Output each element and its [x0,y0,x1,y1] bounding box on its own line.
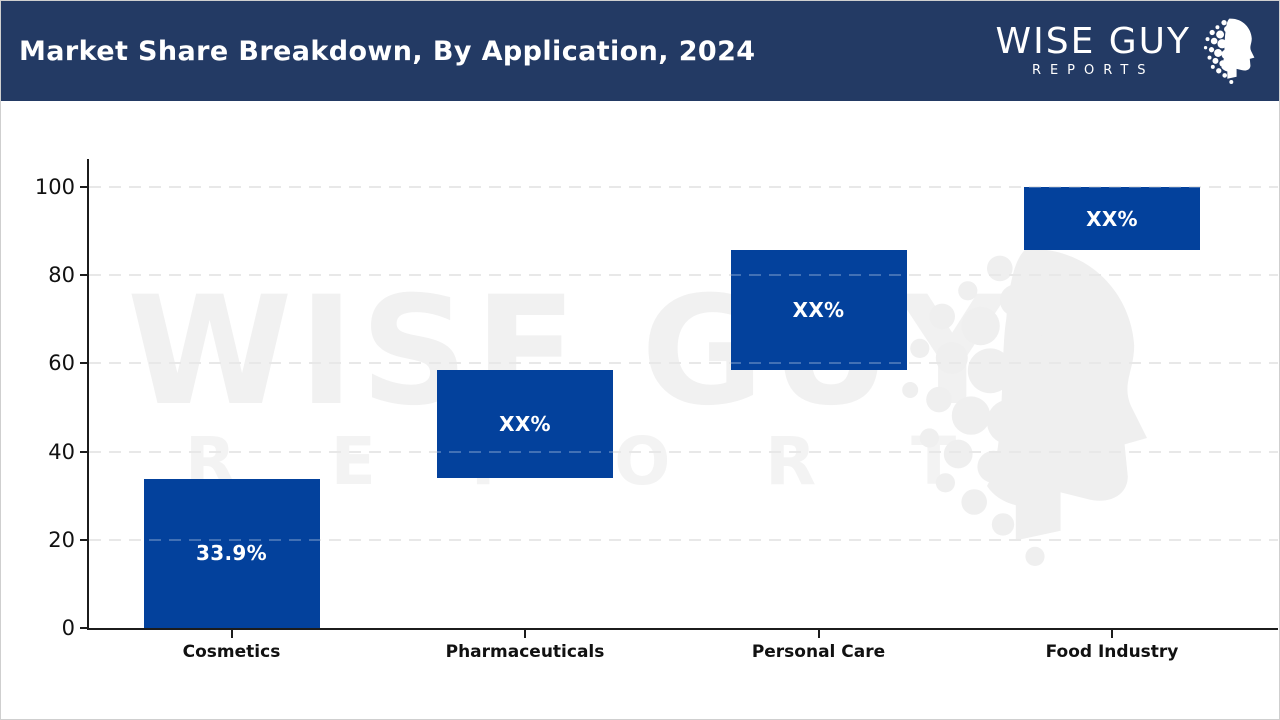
gridline-overlay-100 [89,186,1278,188]
gridline-overlay-60 [89,362,1278,365]
y-tick-mark [80,186,88,188]
gridline-overlay-80 [89,274,1278,277]
y-tick-mark [80,627,88,629]
x-axis-line [87,628,1278,630]
x-tick-mark [817,630,820,638]
x-tick-mark [1111,630,1113,638]
bar-value-label: 33.9% [196,541,267,566]
gridline-80 [89,274,1278,277]
bar-value-label: XX% [1086,206,1138,231]
wiseguy-logo: WISE GUY REPORTS [996,14,1262,88]
bar-pharmaceuticals: XX% [437,370,613,479]
category-label-personal-care: Personal Care [751,642,886,662]
logo-head-icon [1203,18,1255,84]
x-tick-mark [230,630,233,638]
gridline-20 [89,538,1278,541]
y-tick-label: 80 [48,263,75,288]
y-tick-mark [80,274,88,277]
y-tick-mark [80,450,88,453]
gridline-60 [89,362,1278,365]
y-tick-mark [80,362,88,365]
logo-wordmark: WISE GUY [995,21,1191,62]
gridline-100 [89,186,1278,188]
bar-value-label: XX% [499,412,551,437]
gridline-overlay-40 [89,450,1278,453]
gridline-40 [89,450,1278,453]
category-label-cosmetics: Cosmetics [182,642,281,662]
logo-text: WISE GUY REPORTS [995,21,1192,79]
chart-canvas: WISE GUY R E P O R T S 0 20 40 60 80 100 33.9%… [1,101,1279,719]
y-axis-line [87,159,89,630]
y-tick-label: 100 [34,175,75,199]
bar-value-label: XX% [792,298,845,323]
header-bar: Market Share Breakdown, By Application, … [1,1,1279,101]
page-title: Market Share Breakdown, By Application, … [19,35,756,67]
category-label-pharmaceuticals: Pharmaceuticals [445,642,605,662]
y-tick-mark [80,538,88,541]
category-label-food-industry: Food Industry [1045,642,1179,662]
gridline-overlay-20 [89,538,1278,541]
y-tick-label: 40 [48,439,75,464]
y-tick-label: 20 [48,527,75,552]
bar-personal-care: XX% [730,250,907,370]
x-tick-mark [524,630,526,638]
bar-cosmetics: 33.9% [143,478,320,628]
y-tick-label: 60 [48,351,75,376]
bar-food-industry: XX% [1024,187,1200,251]
y-tick-label: 0 [61,616,75,640]
logo-subtitle: REPORTS [1031,63,1155,78]
watermark-head-icon [902,249,1147,566]
